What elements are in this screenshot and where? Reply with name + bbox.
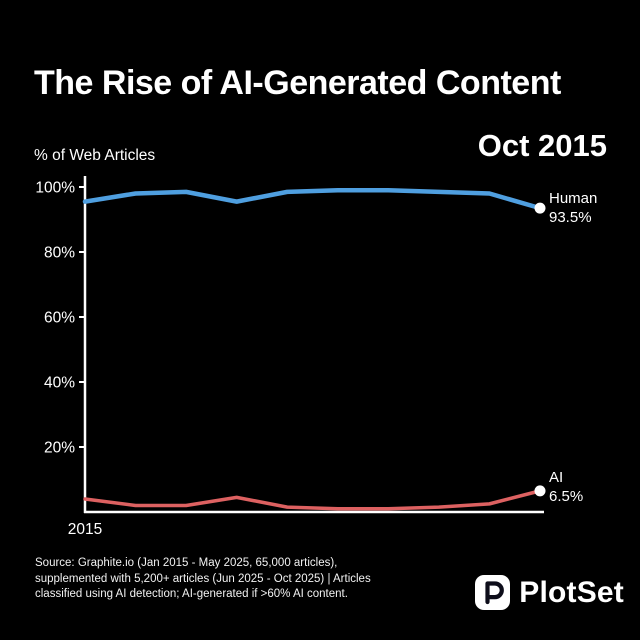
series-name-ai: AI (549, 469, 564, 486)
brand-name: PlotSet (519, 575, 624, 609)
line-chart: 20% 40% 60% 80% 100% 2015 (35, 176, 546, 538)
series-endpoint-human (534, 202, 546, 214)
y-tick-label: 60% (44, 310, 75, 327)
chart-title: The Rise of AI-Generated Content (34, 64, 561, 102)
y-axis-title: % of Web Articles (34, 147, 156, 164)
series-value-human: 93.5% (549, 209, 592, 226)
plotset-logo-icon (475, 575, 511, 610)
series-name-human: Human (549, 190, 598, 207)
source-attribution: Source: Graphite.io (Jan 2015 - May 2025… (35, 556, 371, 603)
y-tick-label: 100% (35, 180, 75, 197)
animation-date-label: Oct 2015 (477, 128, 607, 163)
series-line-human (82, 188, 543, 211)
source-line-2: supplemented with 5,200+ articles (Jun 2… (35, 572, 371, 585)
series-line-ai (83, 489, 542, 511)
source-line-3: classified using AI detection; AI-genera… (35, 588, 348, 600)
series-label-ai: AI 6.5% (549, 468, 583, 506)
series-label-human: Human 93.5% (549, 189, 597, 227)
plotset-logo: PlotSet (474, 574, 624, 611)
y-tick-label: 40% (44, 375, 75, 392)
y-tick-label: 20% (44, 440, 75, 457)
source-line-1: Source: Graphite.io (Jan 2015 - May 2025… (35, 557, 338, 569)
y-tick-label: 80% (44, 245, 75, 262)
series-value-ai: 6.5% (549, 488, 584, 505)
series-endpoint-ai (534, 485, 546, 497)
x-axis-tick-label: 2015 (68, 521, 102, 538)
